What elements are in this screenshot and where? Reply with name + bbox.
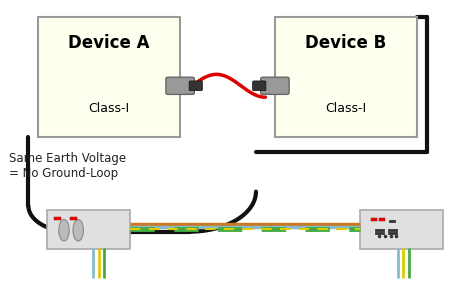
FancyBboxPatch shape (253, 81, 266, 91)
FancyBboxPatch shape (189, 81, 202, 91)
FancyBboxPatch shape (360, 210, 443, 249)
FancyBboxPatch shape (379, 218, 385, 221)
Ellipse shape (73, 220, 83, 241)
Text: Class-I: Class-I (89, 102, 129, 115)
FancyBboxPatch shape (371, 218, 377, 221)
Text: Same Earth Voltage
= No Ground-Loop: Same Earth Voltage = No Ground-Loop (9, 152, 127, 180)
Ellipse shape (59, 220, 69, 241)
FancyBboxPatch shape (166, 77, 194, 94)
FancyBboxPatch shape (38, 17, 180, 137)
FancyBboxPatch shape (47, 210, 130, 249)
FancyBboxPatch shape (70, 217, 77, 220)
FancyBboxPatch shape (54, 217, 61, 220)
Text: Device B: Device B (305, 34, 387, 52)
Text: Class-I: Class-I (326, 102, 366, 115)
Text: Device A: Device A (68, 34, 150, 52)
FancyBboxPatch shape (275, 17, 417, 137)
FancyBboxPatch shape (261, 77, 289, 94)
